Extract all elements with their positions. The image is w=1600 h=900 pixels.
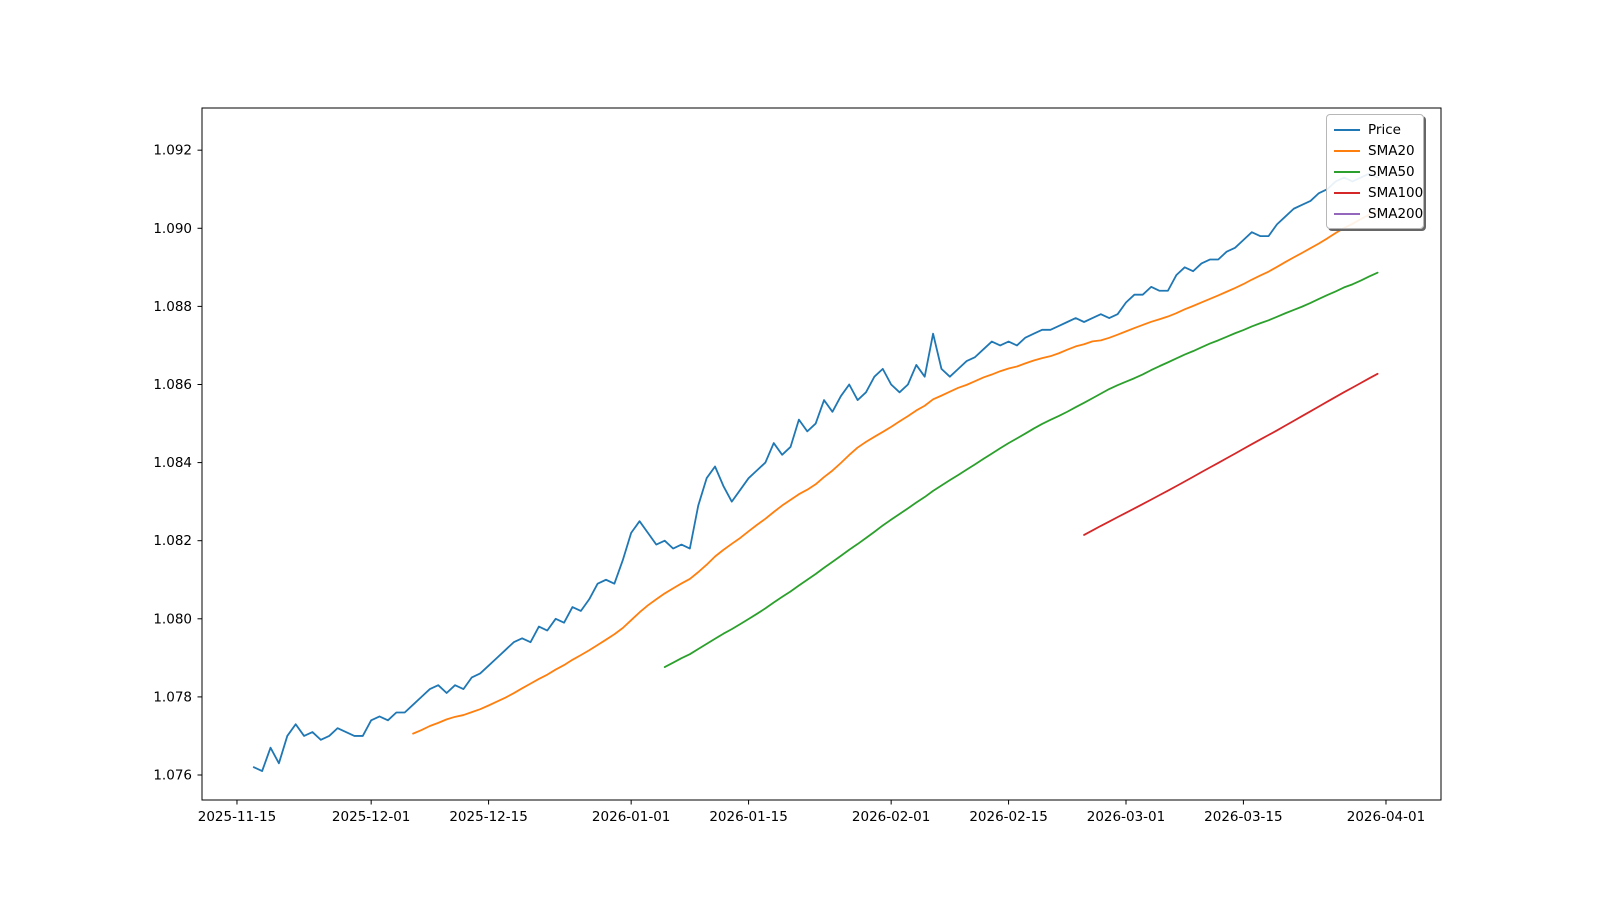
y-axis-tick-label: 1.082: [153, 533, 192, 549]
series-line-price: [252, 172, 1379, 772]
legend-label: SMA20: [1368, 142, 1415, 159]
x-axis-tick-label: 2025-11-15: [198, 809, 276, 825]
legend-label: SMA200: [1368, 205, 1424, 222]
legend-entry-price: Price: [1334, 119, 1415, 140]
x-axis-tick-label: 2026-01-01: [592, 809, 670, 825]
y-axis-tick-label: 1.076: [153, 768, 192, 784]
x-axis-tick-label: 2026-01-15: [709, 809, 787, 825]
axes-spines: [201, 107, 1442, 801]
y-axis-tick-label: 1.080: [153, 611, 192, 627]
legend-line-sample-icon: [1334, 149, 1360, 152]
x-axis-tick-label: 2026-02-15: [969, 809, 1047, 825]
y-axis-tick-label: 1.088: [153, 299, 192, 315]
legend-entry-sma20: SMA20: [1334, 140, 1415, 161]
legend-entry-sma100: SMA100: [1334, 182, 1423, 203]
x-axis-tick-label: 2025-12-15: [449, 809, 527, 825]
y-axis-tick-label: 1.078: [153, 689, 192, 705]
x-axis-tick-label: 2026-04-01: [1347, 809, 1425, 825]
legend-line-sample-icon: [1334, 128, 1360, 131]
legend-line-sample-icon: [1334, 170, 1360, 173]
legend-label: Price: [1368, 121, 1401, 138]
series-line-sma50: [663, 271, 1379, 668]
series-line-sma100: [1083, 372, 1379, 536]
x-axis-tick-label: 2025-12-01: [332, 809, 410, 825]
legend-entry-sma200: SMA200: [1334, 203, 1423, 224]
x-axis-tick-label: 2026-03-15: [1204, 809, 1282, 825]
legend-label: SMA100: [1368, 184, 1424, 201]
x-axis-tick-label: 2026-03-01: [1087, 809, 1165, 825]
legend-label: SMA50: [1368, 163, 1415, 180]
y-axis-tick-label: 1.086: [153, 377, 192, 393]
legend: Price SMA20 SMA50 SMA100 SMA200: [1326, 114, 1424, 229]
x-axis-tick-label: 2026-02-01: [852, 809, 930, 825]
legend-line-sample-icon: [1334, 212, 1360, 215]
series-line-sma20: [412, 209, 1379, 735]
y-axis-tick-label: 1.090: [153, 221, 192, 237]
y-axis-tick-label: 1.084: [153, 455, 192, 471]
y-axis-tick-label: 1.092: [153, 143, 192, 159]
legend-entry-sma50: SMA50: [1334, 161, 1415, 182]
legend-line-sample-icon: [1334, 191, 1360, 194]
